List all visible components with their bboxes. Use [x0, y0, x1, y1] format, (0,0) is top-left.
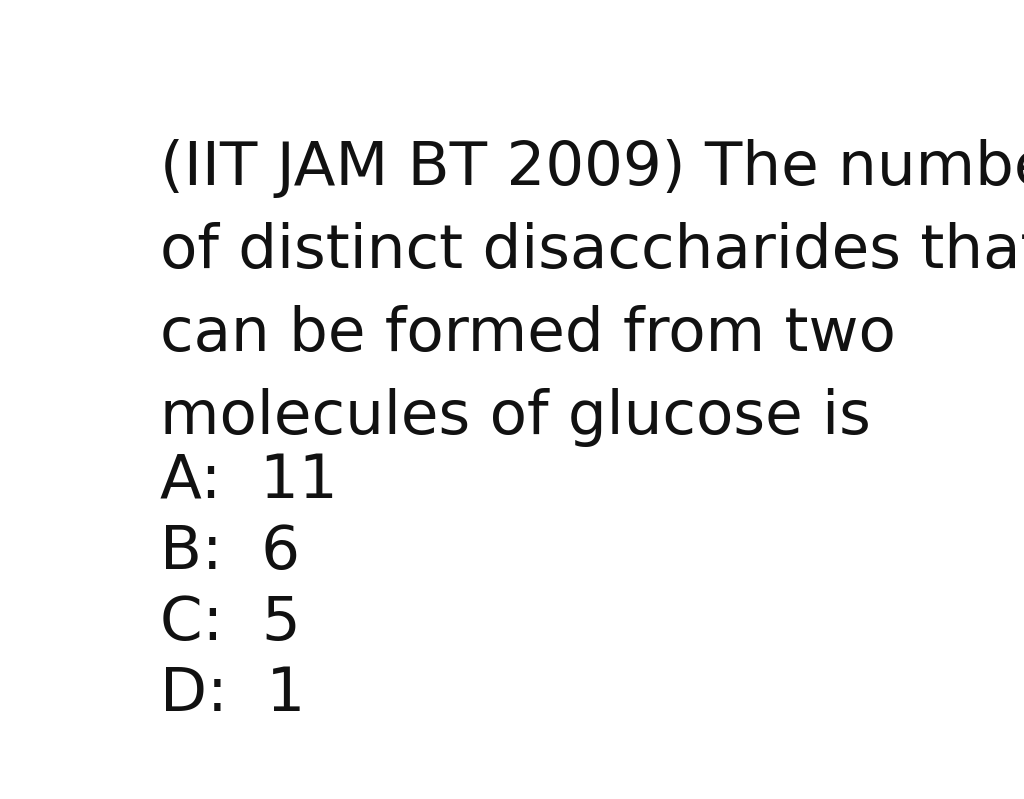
- Text: can be formed from two: can be formed from two: [160, 305, 896, 364]
- Text: (IIT JAM BT 2009) The number: (IIT JAM BT 2009) The number: [160, 139, 1024, 198]
- Text: A:  11: A: 11: [160, 453, 338, 511]
- Text: molecules of glucose is: molecules of glucose is: [160, 388, 870, 447]
- Text: C:  5: C: 5: [160, 594, 300, 654]
- Text: B:  6: B: 6: [160, 523, 300, 582]
- Text: of distinct disaccharides that: of distinct disaccharides that: [160, 222, 1024, 281]
- Text: D:  1: D: 1: [160, 665, 305, 724]
